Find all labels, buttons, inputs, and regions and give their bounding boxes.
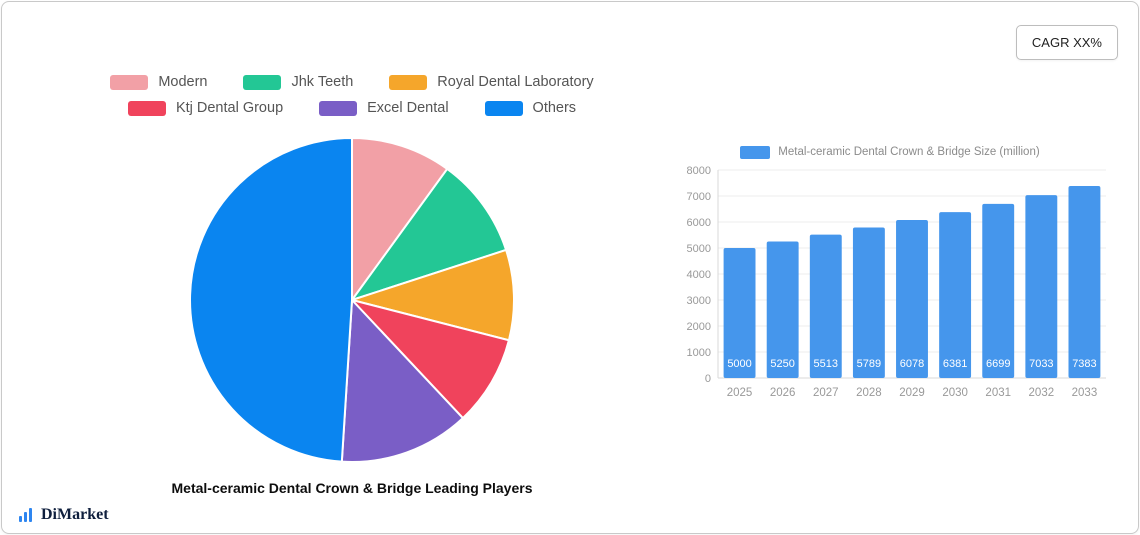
x-tick-label: 2026: [770, 387, 796, 399]
bar-2033[interactable]: [1068, 186, 1100, 378]
legend-label: Excel Dental: [367, 100, 448, 116]
bar-legend-swatch: [740, 146, 770, 159]
legend-label: Jhk Teeth: [291, 74, 353, 90]
pie-wrap: [42, 128, 662, 472]
bar-2032[interactable]: [1025, 195, 1057, 378]
cagr-badge: CAGR XX%: [1016, 25, 1118, 60]
bar-svg: 0 1000 2000 3000 4000 5000 6000 7000 8000 5000 202…: [670, 160, 1110, 406]
legend-swatch: [128, 101, 166, 116]
legend-swatch: [389, 75, 427, 90]
y-tick-label: 7000: [687, 191, 711, 203]
legend-swatch: [319, 101, 357, 116]
y-tick-label: 0: [705, 373, 711, 385]
pie-legend: Modern Jhk Teeth Royal Dental Laboratory Kt…: [42, 74, 662, 116]
bar-value-label: 6078: [900, 358, 924, 370]
bar-value-label: 7383: [1072, 358, 1096, 370]
bar-2030[interactable]: [939, 212, 971, 378]
y-tick-label: 1000: [687, 347, 711, 359]
bar-chart-section: Metal-ceramic Dental Crown & Bridge Size…: [670, 144, 1110, 411]
y-tick-label: 4000: [687, 269, 711, 281]
chart-card: CAGR XX% Modern Jhk Teeth Royal Dental Lab…: [1, 1, 1139, 534]
pie-chart-section: Modern Jhk Teeth Royal Dental Laboratory Kt…: [42, 74, 662, 496]
x-tick-label: 2028: [856, 387, 882, 399]
y-tick-label: 8000: [687, 165, 711, 177]
x-tick-label: 2025: [727, 387, 753, 399]
x-tick-label: 2033: [1072, 387, 1098, 399]
x-tick-label: 2030: [942, 387, 968, 399]
legend-item-modern[interactable]: Modern: [110, 74, 207, 90]
bar-value-label: 5000: [727, 358, 751, 370]
pie-legend-row: Ktj Dental Group Excel Dental Others: [42, 100, 662, 116]
pie-legend-row: Modern Jhk Teeth Royal Dental Laboratory: [42, 74, 662, 90]
bar-value-label: 6381: [943, 358, 967, 370]
legend-label: Modern: [158, 74, 207, 90]
bar-2027[interactable]: [810, 235, 842, 378]
legend-item-ktj-dental-group[interactable]: Ktj Dental Group: [128, 100, 283, 116]
pie-slice-others[interactable]: [190, 138, 352, 462]
x-tick-label: 2029: [899, 387, 925, 399]
bar-value-label: 5513: [814, 358, 838, 370]
legend-swatch: [243, 75, 281, 90]
brand-name: DiMarket: [41, 507, 109, 523]
pie-title: Metal-ceramic Dental Crown & Bridge Lead…: [42, 480, 662, 496]
legend-label: Ktj Dental Group: [176, 100, 283, 116]
y-tick-label: 2000: [687, 321, 711, 333]
legend-item-jhk-teeth[interactable]: Jhk Teeth: [243, 74, 353, 90]
bar-legend[interactable]: Metal-ceramic Dental Crown & Bridge Size…: [670, 144, 1110, 160]
legend-item-others[interactable]: Others: [485, 100, 577, 116]
bar-2028[interactable]: [853, 227, 885, 378]
legend-label: Royal Dental Laboratory: [437, 74, 593, 90]
bar-value-label: 5250: [770, 358, 794, 370]
bar-value-label: 5789: [857, 358, 881, 370]
y-tick-label: 5000: [687, 243, 711, 255]
legend-item-excel-dental[interactable]: Excel Dental: [319, 100, 448, 116]
y-tick-label: 6000: [687, 217, 711, 229]
bar-value-label: 6699: [986, 358, 1010, 370]
legend-swatch: [110, 75, 148, 90]
x-tick-label: 2027: [813, 387, 839, 399]
bar-2029[interactable]: [896, 220, 928, 378]
bar-chart-logo-icon: [18, 507, 36, 523]
x-tick-label: 2032: [1029, 387, 1055, 399]
y-tick-label: 3000: [687, 295, 711, 307]
legend-item-royal-dental-laboratory[interactable]: Royal Dental Laboratory: [389, 74, 593, 90]
x-tick-label: 2031: [985, 387, 1011, 399]
bar-2031[interactable]: [982, 204, 1014, 378]
legend-swatch: [485, 101, 523, 116]
brand-logo: DiMarket: [18, 507, 109, 523]
bar-value-label: 7033: [1029, 358, 1053, 370]
legend-label: Others: [533, 100, 577, 116]
bar-legend-label: Metal-ceramic Dental Crown & Bridge Size…: [778, 146, 1039, 158]
pie-svg: [180, 128, 524, 472]
